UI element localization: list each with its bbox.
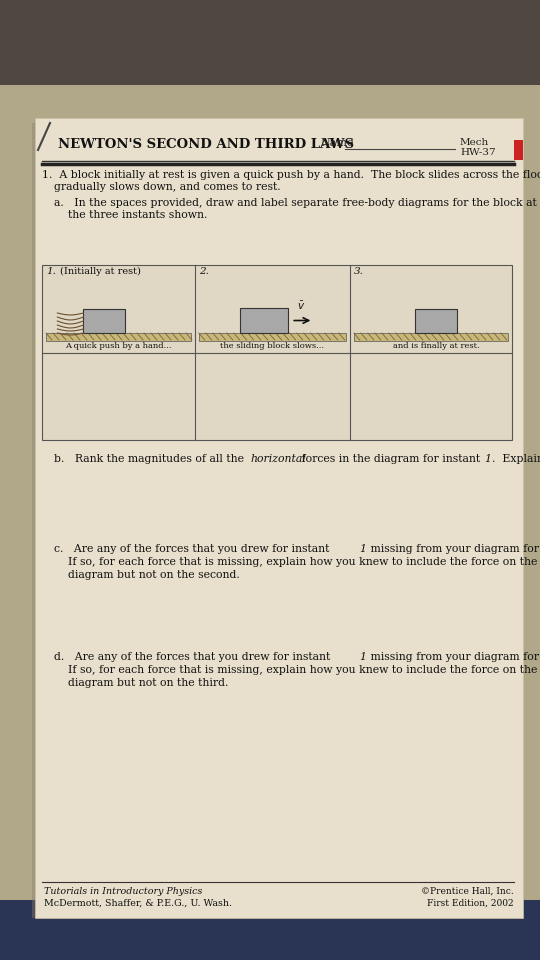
Text: a.   In the spaces provided, draw and label separate free-body diagrams for the : a. In the spaces provided, draw and labe… — [54, 198, 540, 208]
Text: b.   Rank the magnitudes of all the: b. Rank the magnitudes of all the — [54, 454, 247, 464]
Text: 1.  A block initially at rest is given a quick push by a hand.  The block slides: 1. A block initially at rest is given a … — [42, 170, 540, 180]
Text: the three instants shown.: the three instants shown. — [68, 210, 207, 220]
Bar — [35, 118, 523, 918]
Bar — [354, 333, 508, 341]
Text: NEWTON'S SECOND AND THIRD LAWS: NEWTON'S SECOND AND THIRD LAWS — [58, 138, 354, 151]
Text: .  Explain.: . Explain. — [492, 454, 540, 464]
Bar — [0, 0, 540, 85]
Text: 1: 1 — [359, 652, 366, 662]
Bar — [42, 265, 512, 440]
Text: 1: 1 — [359, 544, 366, 554]
Text: Tutorials in Introductory Physics: Tutorials in Introductory Physics — [44, 887, 202, 896]
Text: 2.: 2. — [199, 267, 208, 276]
Text: d.   Are any of the forces that you drew for instant: d. Are any of the forces that you drew f… — [54, 652, 334, 662]
Text: 1: 1 — [484, 454, 491, 464]
Text: missing from your diagram for instant 2?: missing from your diagram for instant 2? — [367, 544, 540, 554]
Text: Name: Name — [320, 138, 354, 148]
Text: 1.: 1. — [46, 267, 56, 276]
Text: missing from your diagram for instant 3?: missing from your diagram for instant 3? — [367, 652, 540, 662]
Text: the sliding block slows...: the sliding block slows... — [220, 342, 325, 350]
Text: gradually slows down, and comes to rest.: gradually slows down, and comes to rest. — [54, 182, 281, 192]
Bar — [83, 309, 125, 333]
Bar — [514, 140, 523, 160]
Bar — [46, 333, 191, 341]
Bar — [240, 308, 288, 333]
Text: HW-37: HW-37 — [460, 148, 496, 157]
Text: If so, for each force that is missing, explain how you knew to include the force: If so, for each force that is missing, e… — [68, 665, 540, 675]
Text: $\bar{v}$: $\bar{v}$ — [298, 300, 306, 311]
Text: If so, for each force that is missing, explain how you knew to include the force: If so, for each force that is missing, e… — [68, 557, 540, 567]
Text: (Initially at rest): (Initially at rest) — [60, 267, 141, 276]
Bar — [0, 900, 540, 960]
Bar — [199, 333, 346, 341]
Text: McDermott, Shaffer, & P.E.G., U. Wash.: McDermott, Shaffer, & P.E.G., U. Wash. — [44, 899, 232, 908]
Bar — [0, 85, 540, 900]
Text: 3.: 3. — [354, 267, 364, 276]
Text: and is finally at rest.: and is finally at rest. — [393, 342, 479, 350]
Bar — [32, 123, 37, 918]
Text: ©Prentice Hall, Inc.: ©Prentice Hall, Inc. — [421, 887, 514, 896]
Text: c.   Are any of the forces that you drew for instant: c. Are any of the forces that you drew f… — [54, 544, 333, 554]
Text: A quick push by a hand...: A quick push by a hand... — [65, 342, 172, 350]
Text: horizontal: horizontal — [250, 454, 306, 464]
Text: diagram but not on the third.: diagram but not on the third. — [68, 678, 228, 688]
Bar — [0, 0, 540, 120]
Text: forces in the diagram for instant: forces in the diagram for instant — [298, 454, 484, 464]
Bar — [415, 309, 457, 333]
Text: First Edition, 2002: First Edition, 2002 — [427, 899, 514, 908]
Text: Mech: Mech — [460, 138, 489, 147]
Text: diagram but not on the second.: diagram but not on the second. — [68, 570, 240, 580]
